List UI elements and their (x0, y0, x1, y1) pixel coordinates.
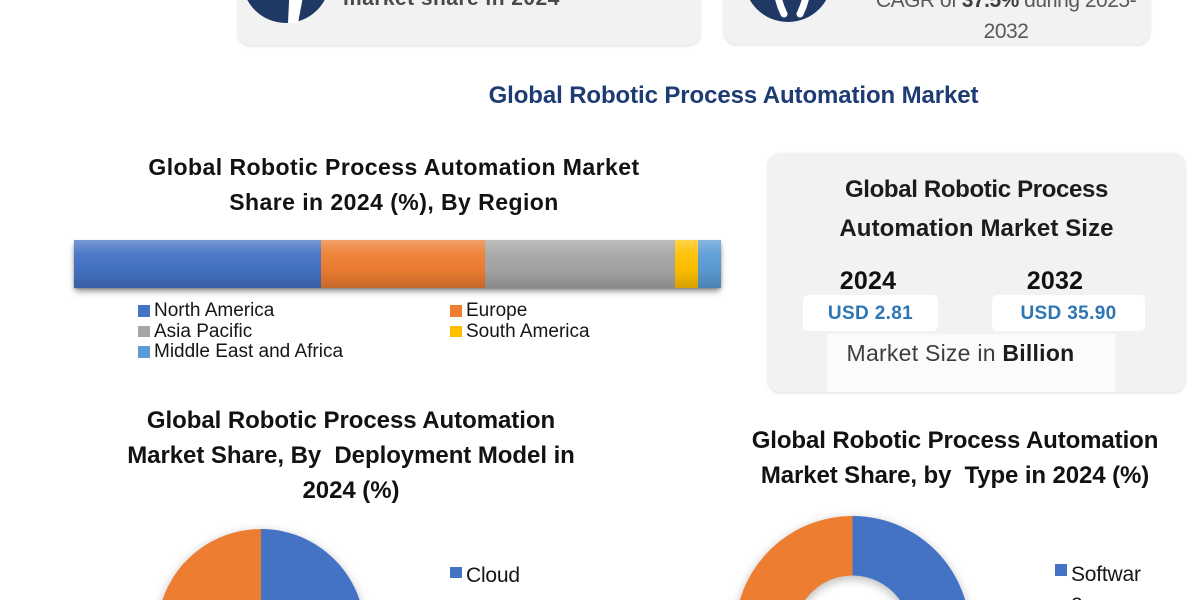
region-stacked-bar (74, 240, 721, 288)
slice-software (852, 516, 966, 600)
type-donut-chart (739, 516, 966, 600)
bar-segment-north-america (74, 240, 321, 288)
legend-label: Europe (466, 300, 528, 321)
trend-arrow-icon (242, 0, 330, 23)
bar-segment-south-america (675, 240, 699, 288)
legend-item-north-america: North America (138, 300, 275, 322)
page-title: Global Robotic Process Automation Market (488, 82, 979, 109)
slice-other (739, 516, 853, 600)
bar-segment-europe (320, 240, 486, 288)
legend-swatch (138, 305, 150, 317)
percent-parentheses-icon (744, 0, 832, 22)
market-size-value-box-2024: USD 2.81 (803, 295, 938, 331)
market-size-year-2024: 2024 (839, 267, 897, 295)
market-size-title: Global Robotic Process Automation Market… (839, 176, 1114, 242)
deployment-chart-title: Global Robotic Process Automation Market… (127, 407, 575, 504)
bar-segment-middle-east-and-africa (698, 240, 721, 288)
market-size-bottom-strip (827, 334, 1115, 392)
type-chart-title: Global Robotic Process Automation Market… (751, 427, 1159, 489)
legend-swatch (138, 325, 150, 338)
legend-swatch (450, 305, 462, 317)
card-left-clipped-text: market share in 2024 (343, 0, 560, 9)
market-size-value-2032: USD 35.90 (1020, 303, 1117, 324)
market-size-unit-label: Market Size in Billion (846, 340, 1075, 366)
type-legend: Software (1055, 561, 1151, 600)
market-size-year-2032: 2032 (1026, 267, 1084, 295)
legend-swatch (138, 346, 150, 358)
card-right-text: CAGR of 37.5% during 2025- 2032 (875, 0, 1137, 43)
slice-cloud (261, 529, 360, 600)
legend-item-europe: Europe (450, 300, 528, 322)
software-legend-swatch (1055, 564, 1067, 576)
legend-item-asia-pacific: Asia Pacific (138, 320, 253, 343)
cloud-legend-label: Cloud (466, 564, 520, 587)
market-size-panel: Global Robotic Process Automation Market… (768, 153, 1185, 392)
market-size-value-box-2032: USD 35.90 (992, 295, 1145, 331)
legend-swatch (450, 325, 462, 338)
legend-label: North America (154, 300, 275, 321)
deployment-pie-chart (162, 529, 360, 600)
legend-label: South America (466, 320, 590, 342)
cloud-legend-swatch (450, 566, 462, 578)
legend-item-south-america: South America (450, 320, 590, 343)
region-chart-title: Global Robotic Process Automation Market… (148, 154, 640, 215)
software-legend-label: Software (1071, 563, 1141, 600)
legend-label: Middle East and Africa (154, 341, 344, 362)
market-size-value-2024: USD 2.81 (827, 303, 914, 324)
deployment-legend: Cloud (450, 565, 520, 586)
bar-segment-asia-pacific (485, 240, 676, 288)
slice-other (162, 529, 261, 600)
legend-item-middle-east-and-africa: Middle East and Africa (138, 341, 344, 363)
legend-label: Asia Pacific (154, 320, 253, 342)
